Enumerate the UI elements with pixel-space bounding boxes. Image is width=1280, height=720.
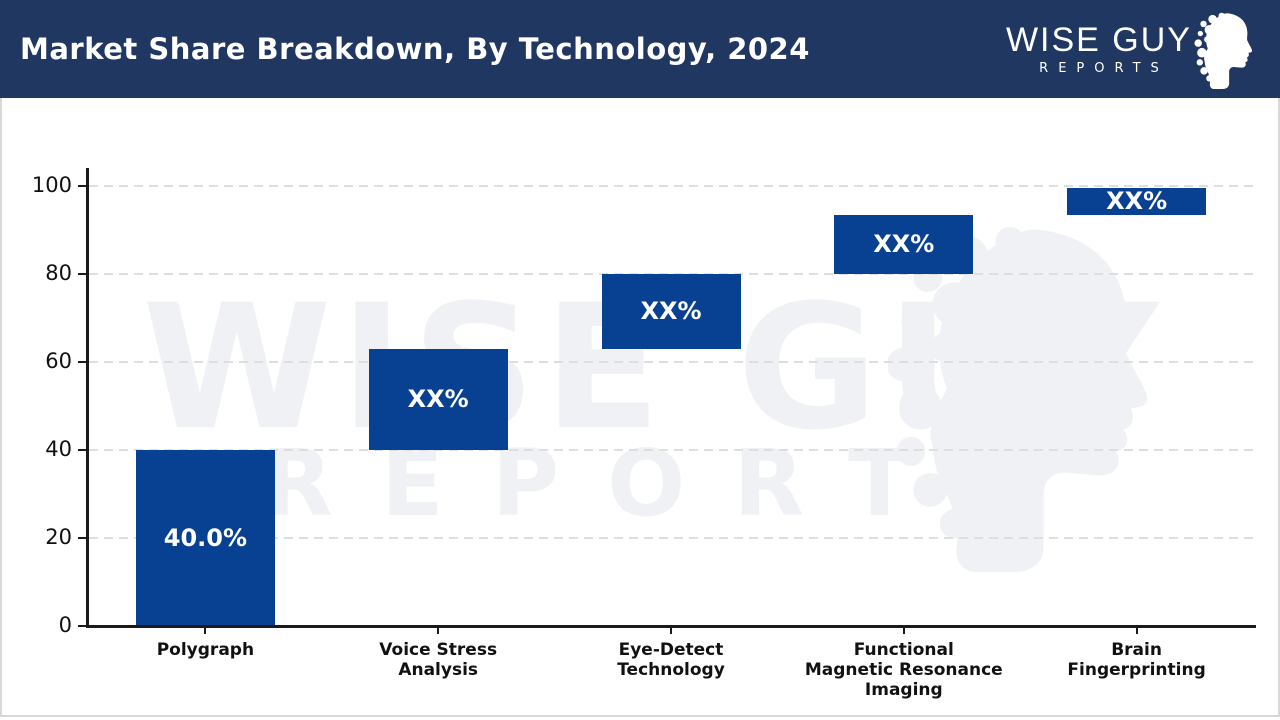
x-tick-4	[902, 626, 905, 634]
brand-name: WISE GUY	[1005, 21, 1192, 59]
bar-3: XX%	[601, 274, 741, 349]
y-tick-80	[78, 273, 87, 275]
bar-2: XX%	[368, 348, 508, 450]
y-tick-60	[78, 361, 87, 363]
bar-value-label-2: XX%	[407, 385, 469, 414]
bar-value-label-1: 40.0%	[163, 524, 248, 552]
y-tick-label-100: 100	[31, 173, 72, 197]
bar-value-label-3: XX%	[640, 297, 702, 326]
y-tick-label-40: 40	[45, 437, 72, 461]
y-tick-label-0: 0	[58, 613, 72, 637]
category-label-3: Eye-Detect Technology	[617, 640, 725, 680]
x-tick-3	[670, 626, 672, 634]
header: Market Share Breakdown, By Technology, 2…	[0, 0, 1280, 98]
brand-face-icon	[1194, 12, 1253, 89]
y-tick-label-20: 20	[45, 525, 72, 549]
y-tick-label-80: 80	[45, 261, 72, 285]
y-tick-40	[78, 449, 87, 451]
category-label-1: Polygraph	[156, 640, 255, 660]
x-tick-2	[437, 626, 440, 634]
y-axis-line	[86, 168, 89, 628]
gridline-60	[89, 361, 1253, 363]
category-label-5: Brain Fingerprinting	[1067, 640, 1206, 680]
y-tick-label-60: 60	[45, 349, 72, 373]
x-tick-1	[204, 626, 207, 634]
bar-value-label-4: XX%	[873, 230, 935, 259]
gridline-100	[89, 185, 1253, 187]
bar-1: 40.0%	[135, 450, 275, 626]
brand-logo-text: WISE GUY REPORTS	[1006, 23, 1192, 75]
gridline-20	[89, 537, 1253, 539]
bar-value-label-5: XX%	[1106, 187, 1168, 216]
bar-4: XX%	[834, 214, 974, 274]
category-label-2: Voice Stress Analysis	[379, 640, 498, 680]
chart-title: Market Share Breakdown, By Technology, 2…	[20, 32, 810, 66]
x-tick-5	[1135, 626, 1138, 634]
watermark-face-icon	[888, 226, 1148, 572]
brand-logo: WISE GUY REPORTS	[1006, 9, 1260, 89]
brand-subname: REPORTS	[1039, 61, 1169, 76]
bar-5: XX%	[1067, 187, 1207, 216]
gridline-40	[89, 449, 1253, 451]
y-tick-20	[78, 537, 87, 539]
y-tick-0	[78, 625, 87, 627]
y-tick-100	[78, 185, 87, 187]
x-axis-line	[86, 625, 1256, 628]
category-label-4: Functional Magnetic Resonance Imaging	[804, 640, 1003, 700]
